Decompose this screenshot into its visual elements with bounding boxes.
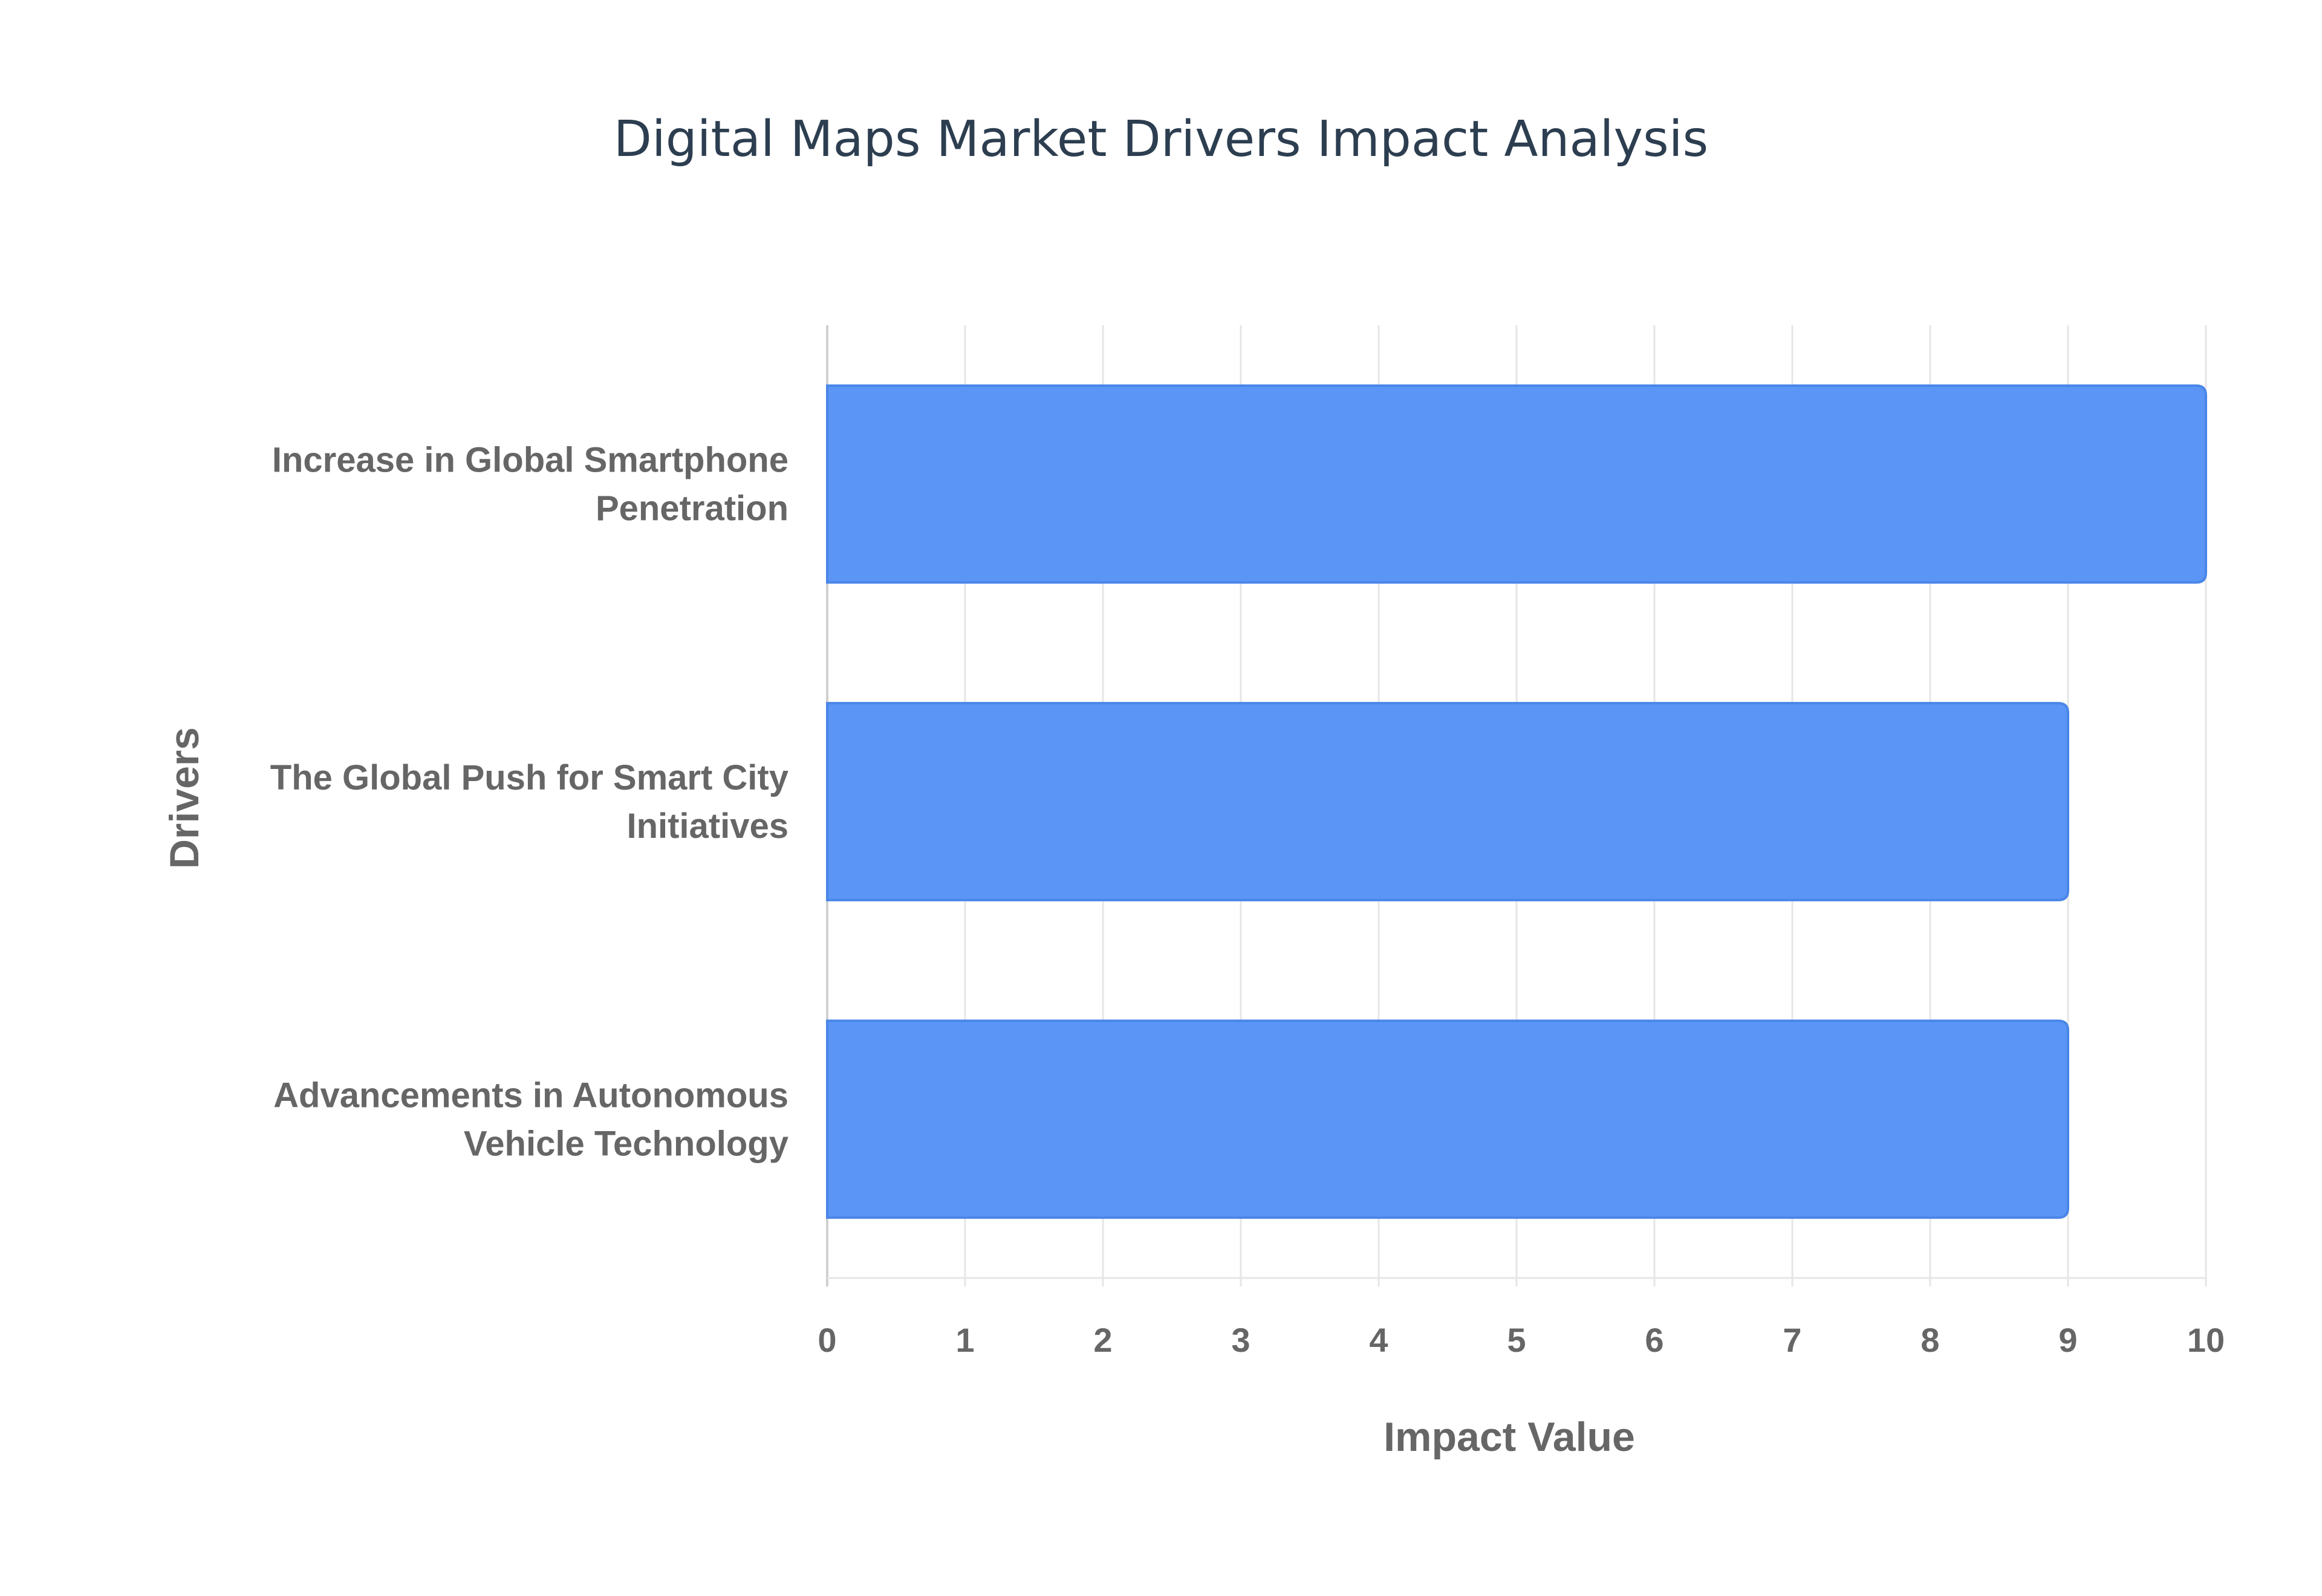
bar-2 (826, 702, 2069, 901)
y-category-label-2-line-2: Initiatives (626, 806, 789, 846)
y-category-label-2: The Global Push for Smart City Initiative… (270, 758, 789, 846)
y-category-label-3-line-2: Vehicle Technology (464, 1124, 789, 1163)
y-category-label-2-line-1: The Global Push for Smart City (270, 758, 789, 797)
x-tick-label-3: 3 (1231, 1321, 1250, 1359)
x-axis-title: Impact Value (1384, 1414, 1635, 1460)
y-category-label-3: Advancements in Autonomous Vehicle Techno… (273, 1075, 789, 1163)
bars (826, 384, 2207, 1219)
chart-title: Digital Maps Market Drivers Impact Analy… (614, 111, 1708, 168)
y-category-label-1: Increase in Global Smartphone Penetration (272, 441, 789, 528)
x-axis-ticks: 0 1 2 3 4 5 6 7 8 9 10 (818, 1321, 2225, 1359)
y-axis-category-labels: Increase in Global Smartphone Penetration… (270, 441, 789, 1164)
x-tick-label-4: 4 (1369, 1321, 1388, 1359)
x-tick-label-2: 2 (1093, 1321, 1112, 1359)
bar-1 (826, 384, 2207, 584)
x-tick-label-1: 1 (955, 1321, 974, 1359)
x-tick-label-9: 9 (2058, 1321, 2077, 1359)
y-axis-title: Drivers (161, 727, 207, 869)
bar-3 (826, 1019, 2069, 1219)
x-tick-label-0: 0 (818, 1321, 836, 1359)
x-tick-label-8: 8 (1920, 1321, 1939, 1359)
x-tick-label-7: 7 (1783, 1321, 1801, 1359)
y-category-label-3-line-1: Advancements in Autonomous (273, 1075, 789, 1115)
x-tick-label-10: 10 (2187, 1321, 2225, 1359)
y-category-label-1-line-2: Penetration (596, 489, 789, 528)
y-category-label-1-line-1: Increase in Global Smartphone (272, 441, 789, 480)
x-tick-label-5: 5 (1507, 1321, 1526, 1359)
x-tick-label-6: 6 (1645, 1321, 1663, 1359)
